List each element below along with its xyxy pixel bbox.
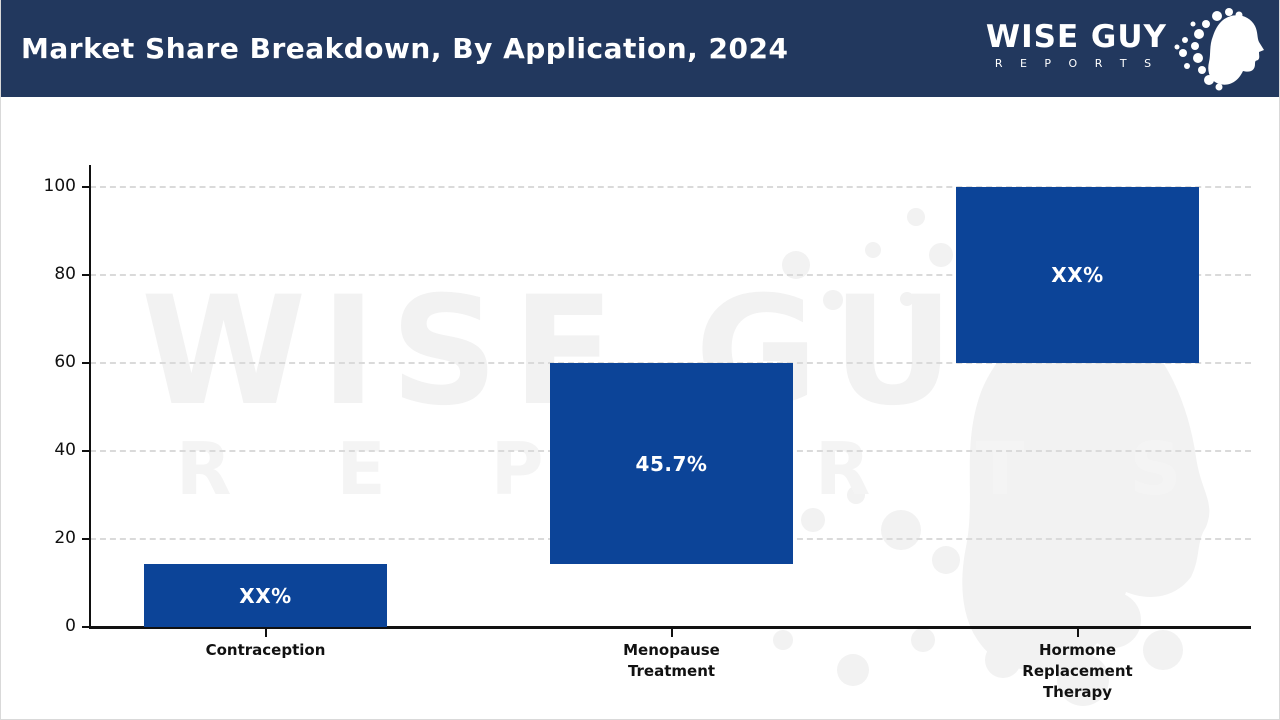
x-axis-line — [89, 626, 1251, 629]
bar-value-label: 45.7% — [635, 451, 708, 476]
y-tick-mark — [82, 626, 90, 628]
y-axis-line — [89, 165, 91, 629]
category-label-line: Therapy — [1042, 683, 1113, 701]
y-tick-label: 60 — [54, 352, 76, 372]
gridline — [90, 186, 1251, 188]
logo-subtext: R E P O R T S — [994, 57, 1159, 70]
category-label: Contraception — [136, 640, 396, 661]
header: Market Share Breakdown, By Application, … — [1, 0, 1279, 97]
y-tick-label: 40 — [54, 440, 76, 460]
category-label-line: Hormone — [1038, 641, 1117, 659]
category-label-line: Replacement — [1022, 662, 1133, 680]
category-label-line: Treatment — [627, 662, 716, 680]
waterfall-bar: XX% — [144, 564, 387, 627]
waterfall-bar: XX% — [956, 187, 1199, 363]
y-tick-label: 0 — [65, 616, 76, 636]
logo-head-icon — [1174, 8, 1264, 91]
gridline — [90, 274, 1251, 276]
category-label: Hormone Replacement Therapy — [948, 640, 1208, 703]
x-tick-mark — [264, 629, 267, 637]
category-label: Menopause Treatment — [542, 640, 802, 682]
category-label-line: Menopause — [623, 641, 720, 659]
logo-wordmark: WISE GUY — [985, 19, 1167, 55]
logo-text: WISE GUY R E P O R T S — [986, 20, 1167, 72]
y-tick-mark — [82, 274, 90, 276]
bar-value-label: XX% — [239, 583, 292, 608]
wiseguy-logo: WISE GUY R E P O R T S — [986, 6, 1267, 92]
x-tick-mark — [1076, 629, 1079, 637]
y-tick-mark — [82, 362, 90, 364]
y-tick-label: 20 — [54, 528, 76, 548]
y-tick-label: 80 — [54, 264, 76, 284]
y-tick-label: 100 — [43, 176, 76, 196]
waterfall-bar: 45.7% — [550, 363, 793, 565]
y-tick-mark — [82, 450, 90, 452]
page-title: Market Share Breakdown, By Application, … — [21, 32, 789, 65]
category-label-line: Contraception — [205, 641, 326, 659]
y-tick-mark — [82, 538, 90, 540]
y-tick-mark — [82, 186, 90, 188]
bar-value-label: XX% — [1051, 263, 1104, 287]
x-tick-mark — [670, 629, 673, 637]
